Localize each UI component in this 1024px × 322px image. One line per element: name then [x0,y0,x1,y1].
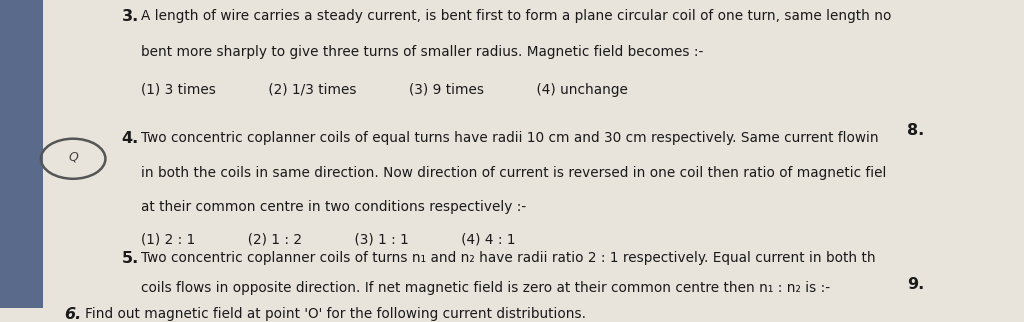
Text: in both the coils in same direction. Now direction of current is reversed in one: in both the coils in same direction. Now… [140,166,886,180]
Text: 3.: 3. [122,9,139,24]
Text: Two concentric coplanner coils of equal turns have radii 10 cm and 30 cm respect: Two concentric coplanner coils of equal … [140,131,879,145]
Text: Q: Q [69,151,78,164]
Text: at their common centre in two conditions respectively :-: at their common centre in two conditions… [140,200,525,214]
Text: 8.: 8. [907,123,925,138]
Text: 5.: 5. [122,251,139,266]
Text: A length of wire carries a steady current, is bent first to form a plane circula: A length of wire carries a steady curren… [140,9,891,23]
Text: 6.: 6. [65,307,82,322]
Text: Two concentric coplanner coils of turns n₁ and n₂ have radii ratio 2 : 1 respect: Two concentric coplanner coils of turns … [140,251,876,265]
Text: 9.: 9. [907,278,925,292]
Text: (1) 3 times            (2) 1/3 times            (3) 9 times            (4) uncha: (1) 3 times (2) 1/3 times (3) 9 times (4… [140,83,628,97]
Text: coils flows in opposite direction. If net magnetic field is zero at their common: coils flows in opposite direction. If ne… [140,281,829,295]
Text: 4.: 4. [122,131,139,146]
Text: (1) 2 : 1            (2) 1 : 2            (3) 1 : 1            (4) 4 : 1: (1) 2 : 1 (2) 1 : 2 (3) 1 : 1 (4) 4 : 1 [140,233,515,247]
Text: Find out magnetic field at point 'O' for the following current distributions.: Find out magnetic field at point 'O' for… [85,307,587,321]
Text: bent more sharply to give three turns of smaller radius. Magnetic field becomes : bent more sharply to give three turns of… [140,45,702,59]
Bar [0,0,43,308]
